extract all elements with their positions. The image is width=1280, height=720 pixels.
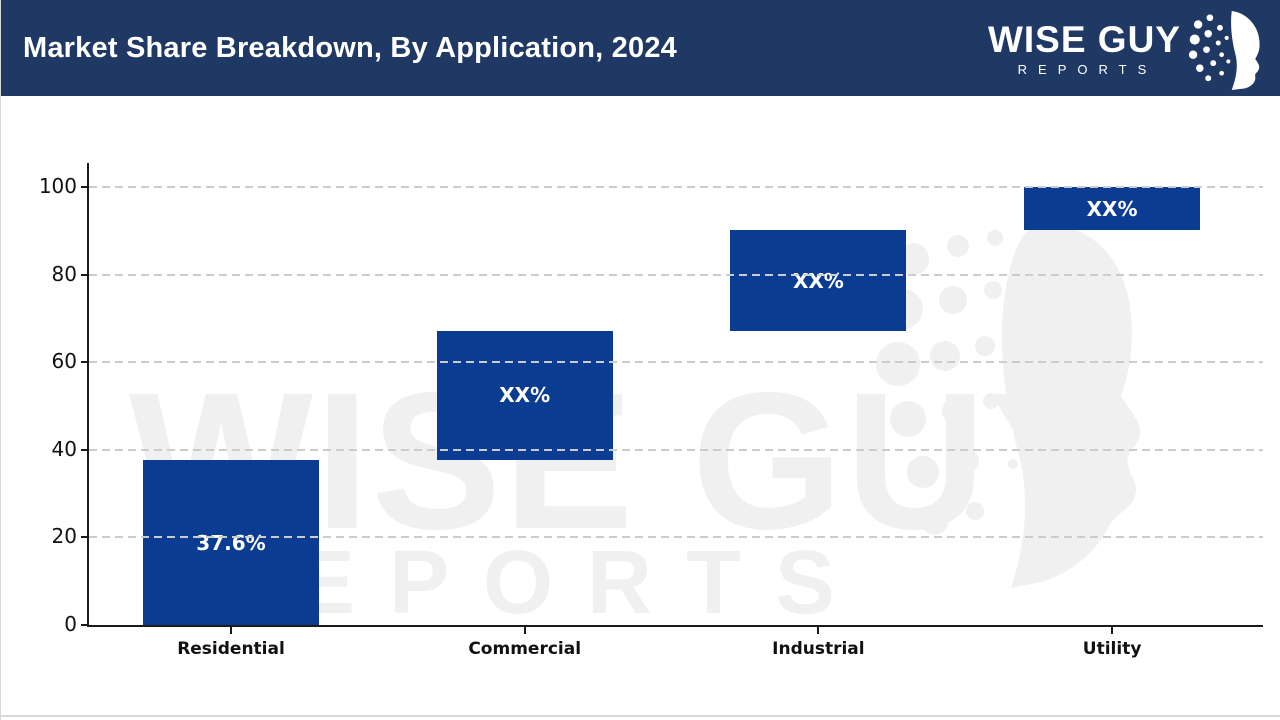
- x-tick-mark: [1111, 627, 1114, 634]
- bar-value-label: XX%: [1086, 196, 1138, 221]
- frame-border-line: [1, 715, 1280, 717]
- y-tick-mark: [81, 186, 89, 188]
- x-category-label: Industrial: [772, 639, 865, 659]
- header-bar: Market Share Breakdown, By Application, …: [1, 0, 1280, 96]
- chart-area: WISE GUY REPORTS 0 20 40 60 80 100 37.6% Reside…: [1, 96, 1280, 720]
- brand-logo: WISE GUY REPORTS: [988, 6, 1267, 90]
- x-tick-mark: [230, 627, 232, 634]
- page-title: Market Share Breakdown, By Application, …: [23, 31, 677, 64]
- y-tick-label: 20: [51, 524, 77, 549]
- bar-utility: XX%: [1024, 187, 1201, 231]
- y-tick-mark: [81, 536, 89, 539]
- gridline-y-20: [89, 536, 1263, 539]
- y-tick-label: 100: [38, 174, 77, 198]
- gridline-y-60: [89, 361, 1263, 364]
- bar-commercial: XX%: [436, 330, 613, 461]
- x-category-label: Utility: [1082, 639, 1142, 659]
- y-tick-mark: [81, 624, 89, 626]
- gridline-y-80: [89, 273, 1263, 276]
- x-category-label: Commercial: [468, 639, 582, 659]
- y-axis-line: [87, 163, 89, 627]
- logo-wordmark-line2: REPORTS: [1017, 61, 1158, 77]
- y-tick-label: 80: [51, 261, 77, 286]
- x-axis-line: [87, 625, 1263, 627]
- bar-value-label: XX%: [792, 268, 844, 293]
- gridline-y-40: [89, 448, 1263, 451]
- logo-face-icon: [1188, 11, 1260, 90]
- y-tick-label: 40: [51, 436, 77, 461]
- y-tick-mark: [81, 361, 89, 364]
- bar-value-label: XX%: [499, 383, 551, 408]
- y-tick-mark: [81, 448, 89, 451]
- x-tick-mark: [523, 627, 526, 634]
- gridline-y-100: [89, 186, 1263, 188]
- logo-wordmark: WISE GUY REPORTS: [988, 21, 1181, 76]
- y-tick-label: 0: [64, 612, 77, 636]
- bar-value-label: 37.6%: [196, 530, 266, 555]
- bar-residential: 37.6%: [143, 460, 319, 625]
- x-tick-mark: [817, 627, 820, 634]
- logo-wordmark-line1: WISE GUY: [987, 18, 1181, 60]
- bar-industrial: XX%: [730, 230, 907, 331]
- y-tick-mark: [81, 273, 89, 276]
- y-tick-label: 60: [51, 349, 77, 374]
- x-category-label: Residential: [177, 639, 285, 659]
